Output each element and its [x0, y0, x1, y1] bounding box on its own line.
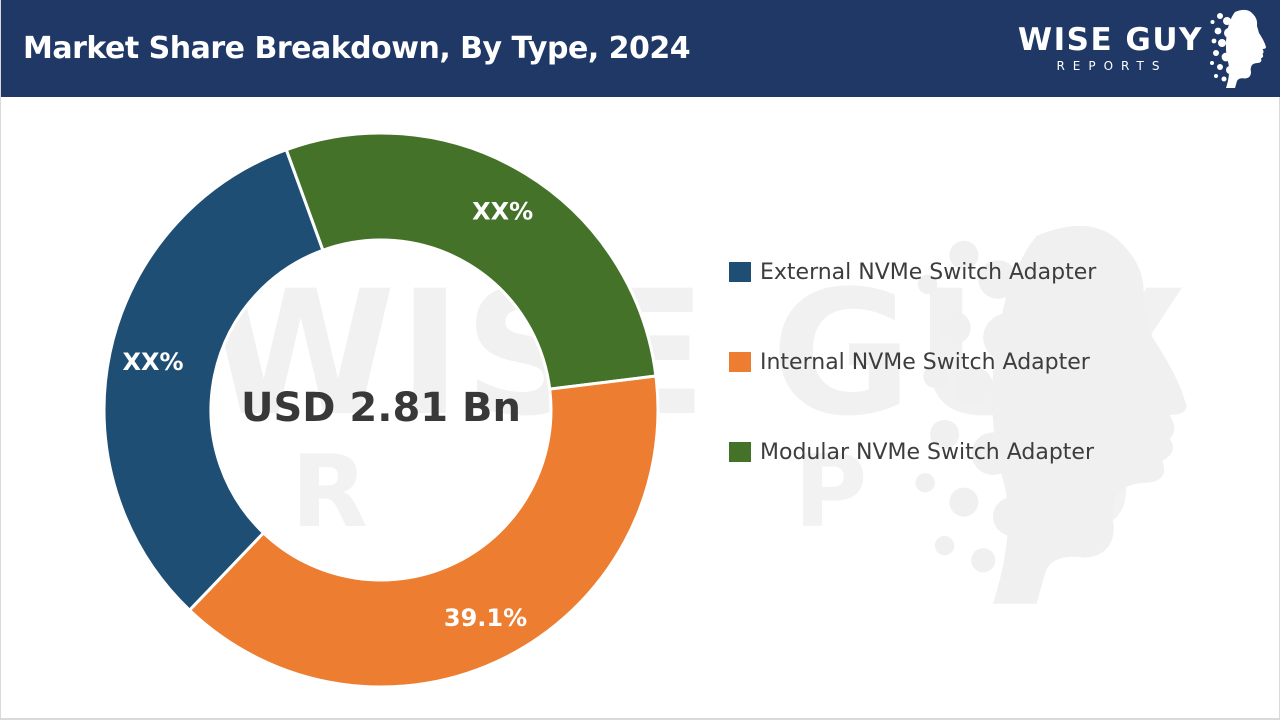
donut-slice-external-nvme-switch-adapter: [102, 148, 325, 612]
legend-item: Modular NVMe Switch Adapter: [729, 438, 1096, 466]
brand-logo-text: WISE GUY REPORTS: [1017, 22, 1203, 73]
slice-value-label: XX%: [472, 197, 533, 225]
brand-logo: WISE GUY REPORTS: [1018, 6, 1269, 92]
brand-name: WISE GUY: [1017, 22, 1203, 58]
legend-swatch-icon: [729, 262, 751, 282]
header: Market Share Breakdown, By Type, 2024 WI…: [1, 0, 1280, 97]
legend-item: Internal NVMe Switch Adapter: [729, 348, 1096, 376]
page-title: Market Share Breakdown, By Type, 2024: [23, 31, 691, 66]
legend-swatch-icon: [729, 352, 751, 372]
brand-subname: REPORTS: [1056, 59, 1168, 73]
legend-label: Internal NVMe Switch Adapter: [760, 349, 1090, 375]
chart-legend: External NVMe Switch Adapter Internal NV…: [729, 258, 1096, 466]
legend-item: External NVMe Switch Adapter: [729, 258, 1096, 286]
chart-center-value: USD 2.81 Bn: [241, 385, 521, 431]
legend-label: Modular NVMe Switch Adapter: [760, 439, 1095, 465]
slice-value-label: XX%: [122, 348, 183, 376]
donut-slice-internal-nvme-switch-adapter: [188, 374, 660, 689]
donut-slice-modular-nvme-switch-adapter: [284, 131, 658, 391]
legend-label: External NVMe Switch Adapter: [760, 259, 1097, 285]
legend-swatch-icon: [729, 442, 751, 462]
slice-value-label: 39.1%: [444, 604, 527, 632]
